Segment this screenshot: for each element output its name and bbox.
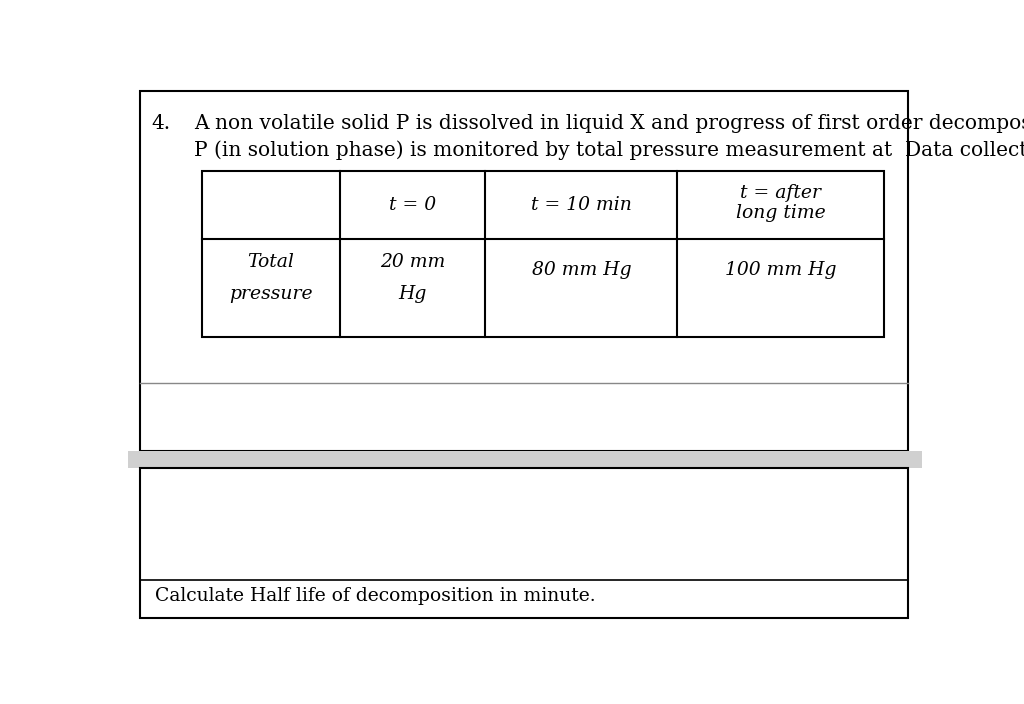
Bar <box>128 451 922 468</box>
Text: Hg: Hg <box>398 285 427 303</box>
Text: P (in solution phase) is monitored by total pressure measurement at  Data collec: P (in solution phase) is monitored by to… <box>194 140 1024 160</box>
Bar <box>202 172 884 337</box>
Text: 100 mm Hg: 100 mm Hg <box>725 260 837 279</box>
Text: Total: Total <box>247 253 294 271</box>
Text: 20 mm: 20 mm <box>380 253 445 271</box>
Text: pressure: pressure <box>228 285 312 303</box>
Text: 4.: 4. <box>152 114 170 133</box>
Text: Calculate Half life of decomposition in minute.: Calculate Half life of decomposition in … <box>155 587 596 605</box>
Text: long time: long time <box>735 204 825 222</box>
Text: t = after: t = after <box>740 184 821 202</box>
Text: A non volatile solid P is dissolved in liquid X and progress of first order deco: A non volatile solid P is dissolved in l… <box>194 114 1024 133</box>
Bar <box>139 91 908 451</box>
Bar <box>139 468 908 618</box>
Text: 80 mm Hg: 80 mm Hg <box>531 260 631 279</box>
Text: t = 0: t = 0 <box>389 196 436 215</box>
Text: t = 10 min: t = 10 min <box>530 196 632 215</box>
